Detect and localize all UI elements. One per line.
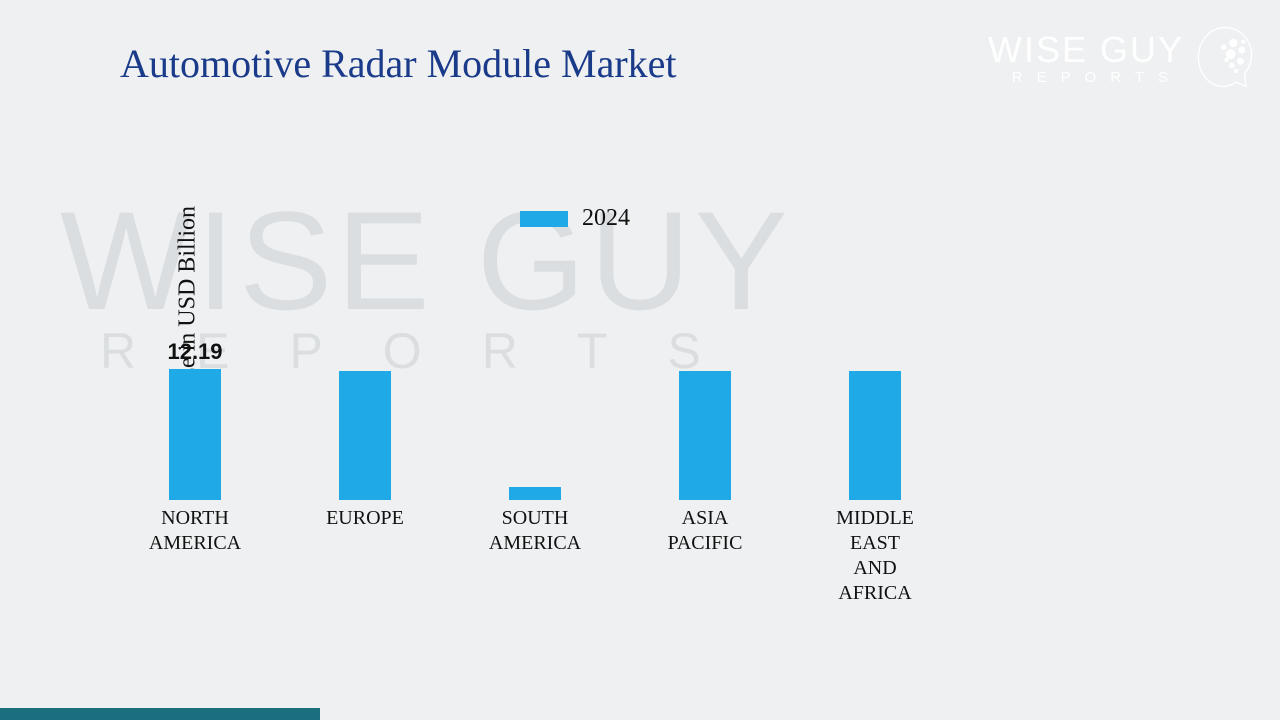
bar-slot <box>280 371 450 500</box>
x-axis-label: MIDDLE EAST AND AFRICA <box>790 506 960 606</box>
bars-container: 12.19 <box>110 140 960 500</box>
bar <box>339 371 391 500</box>
bar-value-label: 12.19 <box>167 339 222 365</box>
chart-title: Automotive Radar Module Market <box>120 40 677 87</box>
plot-area: 12.19 NORTH AMERICAEUROPESOUTH AMERICAAS… <box>110 140 960 500</box>
logo-text: WISE GUY REPORTS <box>988 29 1184 86</box>
x-labels-row: NORTH AMERICAEUROPESOUTH AMERICAASIA PAC… <box>110 500 960 606</box>
x-axis-label: ASIA PACIFIC <box>620 506 790 606</box>
x-axis-label: EUROPE <box>280 506 450 606</box>
bar-slot: 12.19 <box>110 339 280 500</box>
bar-slot <box>450 487 620 500</box>
bar-slot <box>620 371 790 500</box>
bar <box>679 371 731 500</box>
bar <box>849 371 901 500</box>
bar-slot <box>790 371 960 500</box>
bar <box>509 487 561 500</box>
logo-sub: REPORTS <box>1012 69 1182 86</box>
x-axis-label: SOUTH AMERICA <box>450 506 620 606</box>
head-icon <box>1190 22 1260 92</box>
logo-main: WISE GUY <box>988 29 1184 71</box>
bar <box>169 369 221 500</box>
logo: WISE GUY REPORTS <box>988 22 1260 92</box>
bottom-accent-bar <box>0 708 320 720</box>
x-axis-label: NORTH AMERICA <box>110 506 280 606</box>
